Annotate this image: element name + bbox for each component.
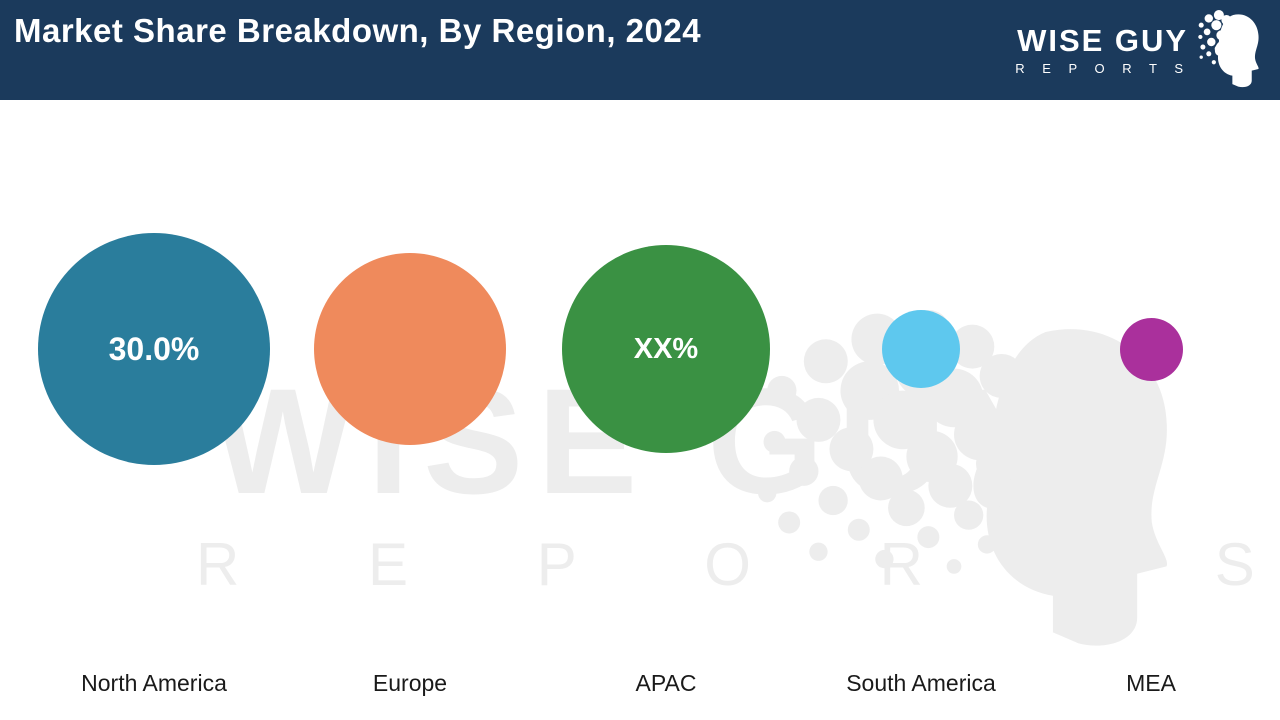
bubble-apac: XX%	[562, 245, 770, 453]
bubble-value-label: 30.0%	[108, 330, 200, 367]
region-label-south-america: South America	[846, 670, 996, 696]
logo-head-icon	[1198, 10, 1259, 88]
page-title: Market Share Breakdown, By Region, 2024	[14, 12, 702, 49]
bubble-north-america: 30.0%	[38, 233, 270, 465]
logo-wordmark: WISE GUY	[1017, 23, 1189, 59]
chart-area: WISE GUY R E P O R T S 30.0%XX% North Am…	[0, 100, 1280, 720]
bubble-value-label: XX%	[633, 332, 699, 365]
logo-subtitle: R E P O R T S	[1015, 60, 1190, 76]
bubble-europe	[314, 253, 506, 445]
header: Market Share Breakdown, By Region, 2024 …	[0, 0, 1280, 100]
region-labels: North America Europe APAC South America MEA	[0, 100, 1280, 720]
region-label-mea: MEA	[1126, 670, 1176, 696]
region-label-north-america: North America	[81, 670, 227, 696]
region-label-europe: Europe	[372, 670, 448, 696]
region-label-apac: APAC	[635, 670, 697, 696]
logo-text: WISE GUY R E P O R T S	[1015, 23, 1190, 76]
logo: WISE GUY R E P O R T S	[1015, 10, 1262, 90]
